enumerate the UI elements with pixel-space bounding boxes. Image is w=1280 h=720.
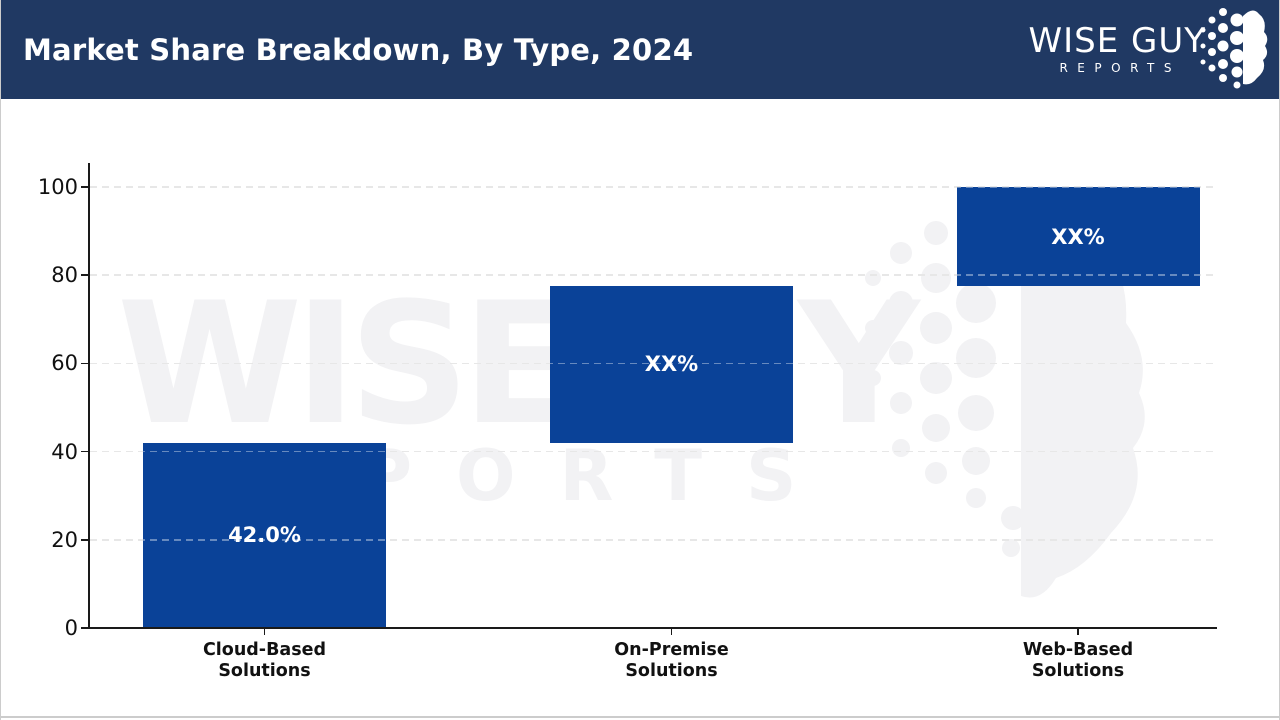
brand-subname: REPORTS [1059, 61, 1181, 75]
watermark-face-icon [865, 218, 1145, 598]
x-tick-mark-2 [1077, 628, 1079, 635]
brand-logo-text: WISE GUY REPORTS [1028, 24, 1206, 75]
y-tick-mark-100 [81, 186, 88, 188]
x-category-label-line: Solutions [1031, 661, 1125, 681]
gridline-overlay-20 [89, 539, 1217, 541]
bar-value-label-0: 42.0% [228, 523, 301, 548]
gridline-100 [89, 186, 1217, 188]
x-category-label-line: Solutions [625, 661, 718, 681]
gridline-80 [89, 274, 1217, 276]
page-title: Market Share Breakdown, By Type, 2024 [23, 32, 694, 67]
x-tick-mark-1 [670, 628, 673, 635]
brand-logo: WISE GUY REPORTS [1021, 0, 1271, 99]
y-tick-label-100: 100 [37, 175, 78, 199]
gridline-overlay-100 [89, 186, 1217, 188]
brand-name: WISE GUY [1028, 21, 1206, 61]
y-tick-mark-20 [81, 538, 88, 541]
gridline-overlay-40 [89, 450, 1217, 453]
y-tick-label-20: 20 [51, 527, 78, 552]
x-category-label-2: Web-Based Solutions [948, 640, 1208, 682]
bar-value-label-1: XX% [644, 352, 699, 377]
x-category-label-line: Cloud-Based [202, 640, 327, 660]
x-tick-mark-0 [263, 628, 266, 635]
y-tick-label-0: 0 [64, 616, 78, 640]
gridline-20 [89, 539, 1217, 541]
y-axis-line [88, 163, 90, 628]
x-category-label-0: Cloud-Based Solutions [135, 640, 395, 682]
page-bottom-border [1, 716, 1279, 718]
y-tick-label-60: 60 [51, 351, 78, 376]
bar-1 [550, 286, 793, 443]
bar-0 [143, 442, 386, 628]
y-tick-mark-60 [81, 362, 88, 365]
header: Market Share Breakdown, By Type, 2024 WI… [1, 0, 1279, 99]
y-tick-mark-0 [81, 627, 88, 629]
y-tick-mark-40 [81, 450, 88, 453]
brand-face-icon [1200, 8, 1268, 89]
x-category-label-line: Solutions [218, 661, 311, 681]
x-category-label-line: Web-Based [1022, 640, 1134, 660]
y-tick-mark-80 [81, 274, 88, 277]
gridline-40 [89, 450, 1217, 453]
y-tick-label-80: 80 [51, 263, 78, 288]
y-tick-label-40: 40 [51, 439, 78, 464]
x-category-label-line: On-Premise [614, 640, 729, 660]
x-category-label-1: On-Premise Solutions [542, 640, 802, 682]
gridline-overlay-80 [89, 274, 1217, 276]
bar-2 [956, 187, 1200, 287]
gridline-overlay-60 [89, 362, 1217, 365]
x-axis-line [88, 627, 1217, 629]
bar-value-label-2: XX% [1051, 224, 1105, 249]
